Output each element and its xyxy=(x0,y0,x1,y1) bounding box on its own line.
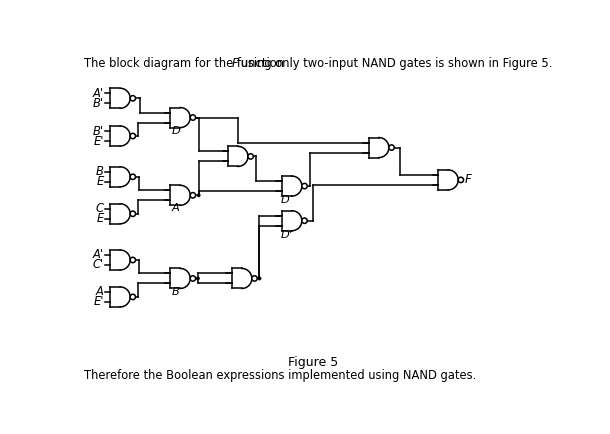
Text: B': B' xyxy=(93,97,104,110)
Text: B': B' xyxy=(93,125,104,138)
Text: F: F xyxy=(465,174,472,186)
Circle shape xyxy=(190,115,196,120)
Text: Therefore the Boolean expressions implemented using NAND gates.: Therefore the Boolean expressions implem… xyxy=(84,369,476,382)
Circle shape xyxy=(196,276,200,280)
Circle shape xyxy=(389,145,394,150)
Text: E': E' xyxy=(93,135,104,148)
Text: C': C' xyxy=(93,259,104,272)
Text: D': D' xyxy=(280,230,292,240)
Text: using only two-input NAND gates is shown in Figure 5.: using only two-input NAND gates is shown… xyxy=(237,57,553,70)
Text: Figure 5: Figure 5 xyxy=(287,356,338,369)
Circle shape xyxy=(257,276,262,280)
Text: E: E xyxy=(97,212,104,225)
Text: A': A' xyxy=(93,249,104,261)
Text: E': E' xyxy=(93,296,104,309)
Circle shape xyxy=(252,276,257,281)
Text: C: C xyxy=(96,202,104,215)
Text: A: A xyxy=(96,286,104,299)
Text: D: D xyxy=(172,125,181,135)
Circle shape xyxy=(458,177,464,183)
Circle shape xyxy=(302,218,307,224)
Text: A': A' xyxy=(93,87,104,100)
Circle shape xyxy=(190,276,196,281)
Circle shape xyxy=(190,193,196,198)
Circle shape xyxy=(130,257,135,263)
Circle shape xyxy=(130,294,135,299)
Text: B: B xyxy=(96,165,104,178)
Text: D: D xyxy=(280,195,289,205)
Text: F: F xyxy=(232,57,239,70)
Circle shape xyxy=(130,133,135,139)
Text: The block diagram for the function: The block diagram for the function xyxy=(84,57,287,70)
Text: A: A xyxy=(172,204,179,214)
Text: E: E xyxy=(97,175,104,188)
Circle shape xyxy=(302,183,307,189)
Circle shape xyxy=(130,95,135,101)
Circle shape xyxy=(130,211,135,217)
Circle shape xyxy=(248,154,253,159)
Circle shape xyxy=(197,194,201,197)
Circle shape xyxy=(130,174,135,180)
Text: B: B xyxy=(172,286,179,296)
